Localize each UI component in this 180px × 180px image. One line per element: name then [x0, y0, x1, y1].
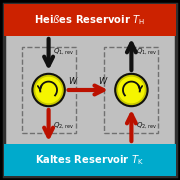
Circle shape: [32, 74, 65, 106]
Text: Hei$\ss$es Reservoir $T_\mathrm{H}$: Hei$\ss$es Reservoir $T_\mathrm{H}$: [34, 13, 146, 27]
Circle shape: [36, 77, 61, 103]
Text: $W$: $W$: [68, 75, 79, 86]
Text: Kaltes Reservoir $T_\mathrm{K}$: Kaltes Reservoir $T_\mathrm{K}$: [35, 153, 145, 167]
Text: $Q_\mathsf{2,rev}$: $Q_\mathsf{2,rev}$: [136, 120, 157, 130]
FancyBboxPatch shape: [4, 144, 176, 176]
Circle shape: [119, 77, 144, 103]
FancyBboxPatch shape: [4, 4, 176, 176]
Text: $Q_\mathsf{1,rev}$: $Q_\mathsf{1,rev}$: [53, 46, 74, 56]
Text: $Q_\mathsf{2,rev}$: $Q_\mathsf{2,rev}$: [53, 120, 74, 130]
Text: $Q_\mathsf{1,rev}$: $Q_\mathsf{1,rev}$: [136, 46, 157, 56]
Text: $W$: $W$: [98, 75, 109, 86]
Circle shape: [115, 74, 148, 106]
FancyBboxPatch shape: [4, 4, 176, 36]
